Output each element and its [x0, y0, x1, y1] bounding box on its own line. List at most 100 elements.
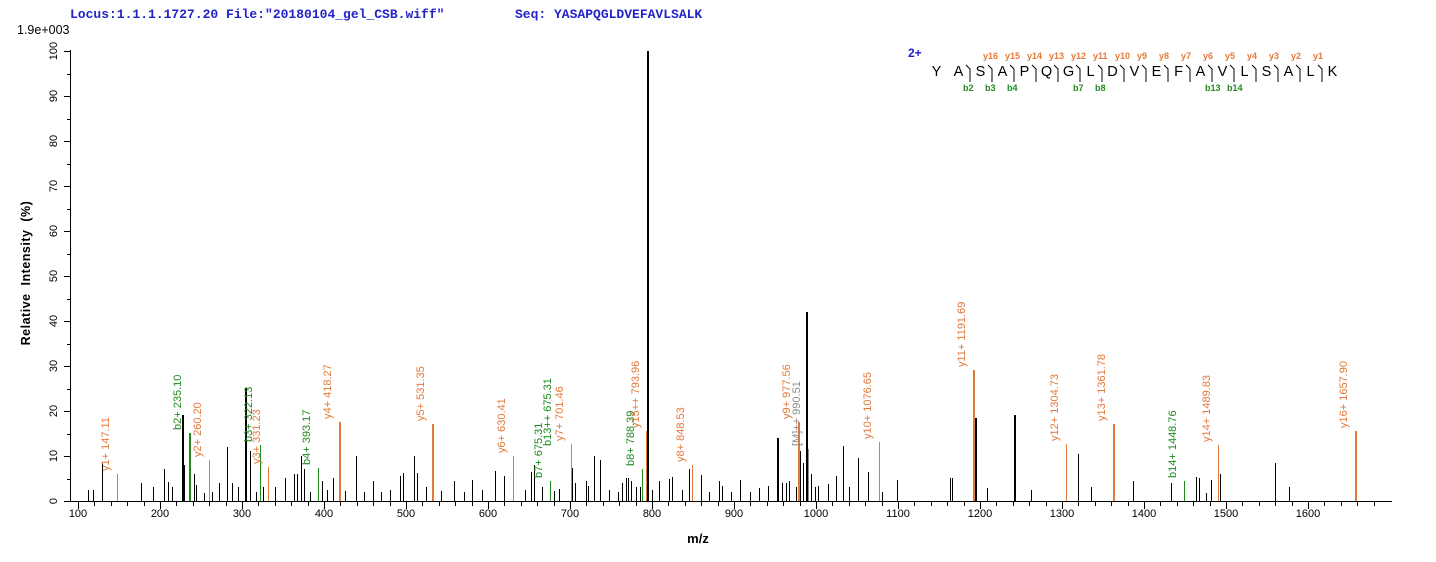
peak	[212, 492, 213, 501]
residue: S	[975, 64, 986, 80]
peak	[828, 484, 829, 501]
x-tick-label: 1600	[1295, 508, 1321, 520]
x-tick	[291, 502, 292, 506]
peak	[600, 460, 601, 501]
peak	[531, 472, 532, 501]
peak	[238, 487, 239, 501]
y-tick	[67, 299, 70, 300]
fragment-divider: b2	[963, 62, 974, 93]
x-tick	[94, 502, 95, 506]
y-ion-label: y13	[1049, 51, 1065, 61]
x-tick	[1275, 502, 1276, 506]
x-tick-label: 400	[314, 508, 334, 520]
x-tick	[373, 502, 374, 506]
peak	[682, 490, 683, 501]
y-tick-label: 20	[48, 404, 60, 418]
y-tick	[67, 209, 70, 210]
fragment-divider: y8	[1159, 51, 1172, 82]
x-tick	[1046, 502, 1047, 506]
peak	[204, 493, 205, 501]
peak	[1171, 483, 1172, 501]
peak	[304, 469, 305, 501]
peak-label: y11+ 1191.69	[956, 301, 968, 367]
peak	[897, 480, 898, 501]
cleavage-mark-icon	[965, 64, 971, 82]
peak	[1220, 474, 1221, 501]
peak	[1199, 478, 1200, 501]
peak-label: y1+ 147.11	[100, 417, 112, 471]
header-locus-file: Locus:1.1.1.1727.20 File:"20180104_gel_C…	[70, 7, 445, 22]
peak	[504, 476, 505, 501]
peak	[256, 492, 257, 501]
peak	[575, 483, 576, 501]
x-tick	[619, 502, 620, 506]
fragment-divider: y1	[1313, 51, 1326, 82]
y-tick-label: 60	[48, 224, 60, 238]
peak	[345, 491, 346, 501]
labeled-peak-line	[1184, 481, 1185, 501]
peak	[759, 488, 760, 501]
labeled-peak-line	[1066, 444, 1067, 501]
residue: D	[1107, 64, 1118, 80]
cleavage-mark-icon	[1031, 64, 1037, 82]
labeled-peak-line	[973, 370, 975, 501]
x-tick	[472, 502, 473, 506]
labeled-peak-line	[1355, 431, 1357, 501]
labeled-peak-line	[209, 460, 210, 501]
y-ion-label: y3	[1269, 51, 1280, 61]
peak-label: y13+ 1361.78	[1096, 354, 1108, 421]
peak	[811, 474, 812, 501]
x-tick	[947, 502, 948, 506]
x-tick	[1341, 502, 1342, 506]
fragment-divider: y2	[1291, 51, 1304, 82]
peak	[836, 476, 837, 501]
peak	[1211, 480, 1212, 501]
x-tick	[1144, 502, 1145, 509]
x-tick	[1177, 502, 1178, 506]
x-tick	[1078, 502, 1079, 506]
y-ion-label: y8	[1159, 51, 1170, 61]
precursor-charge: 2+	[908, 46, 922, 60]
labeled-peak-line	[339, 422, 341, 501]
peak	[952, 478, 953, 501]
x-tick	[488, 502, 489, 509]
peak	[858, 458, 859, 501]
residue: Y	[931, 64, 942, 80]
fragment-divider: y6 b13	[1203, 51, 1221, 93]
x-tick	[1029, 502, 1030, 506]
y-tick	[64, 366, 70, 367]
peak	[1031, 490, 1032, 501]
x-tick	[718, 502, 719, 506]
peak	[572, 468, 573, 501]
peak	[1091, 487, 1092, 501]
fragment-divider: y7	[1181, 51, 1194, 82]
y-tick	[64, 501, 70, 502]
x-tick	[1242, 502, 1243, 506]
y-tick-label: 30	[48, 359, 60, 373]
x-tick	[1226, 502, 1227, 509]
x-tick	[78, 502, 79, 509]
peak	[818, 486, 819, 501]
residue: V	[1217, 64, 1228, 80]
y-tick	[67, 479, 70, 480]
fragment-divider: y11 b8	[1093, 51, 1108, 93]
x-tick	[1128, 502, 1129, 506]
peak	[1078, 454, 1079, 501]
x-tick-label: 500	[396, 508, 416, 520]
peak	[381, 492, 382, 501]
peak	[843, 446, 844, 501]
peak-label: y7+ 701.46	[554, 386, 566, 441]
peak	[849, 487, 850, 501]
x-tick	[865, 502, 866, 506]
y-tick	[64, 231, 70, 232]
x-tick	[1062, 502, 1063, 509]
peak	[777, 438, 779, 501]
x-tick	[275, 502, 276, 506]
b-ion-label: b2	[963, 83, 974, 93]
peak	[472, 480, 473, 501]
x-tick	[1374, 502, 1375, 506]
residue: E	[1151, 64, 1162, 80]
peak	[782, 483, 783, 501]
peak	[245, 388, 247, 501]
labeled-peak-line	[432, 424, 434, 501]
